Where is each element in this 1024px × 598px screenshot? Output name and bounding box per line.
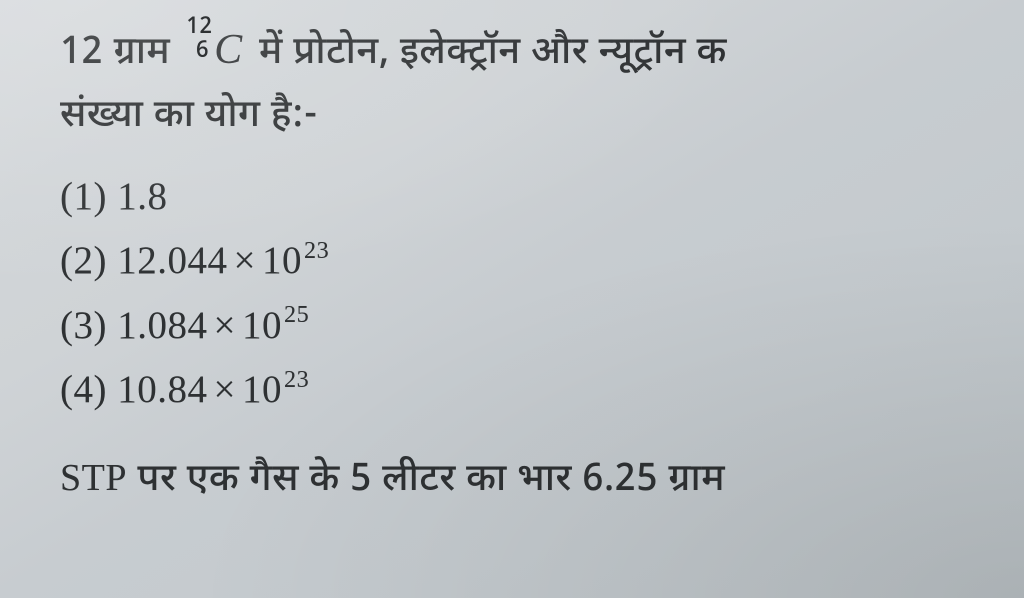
option-label: (1) bbox=[60, 175, 107, 218]
question-unit: ग्राम bbox=[114, 29, 171, 79]
option-base: 10 bbox=[242, 304, 282, 347]
option-base: 10 bbox=[262, 239, 302, 282]
option-exponent: 23 bbox=[304, 237, 329, 264]
question-number: 12 bbox=[60, 29, 103, 79]
options-list: (1) 1.8 (2) 12.044×1023 (3) 1.084×1025 (… bbox=[60, 167, 1004, 421]
footer-rest: पर एक गैस के 5 लीटर का भार 6.25 ग्राम bbox=[127, 456, 725, 506]
option-value: 12.044 bbox=[117, 239, 227, 282]
question-line-2: संख्या का योग है:- bbox=[60, 88, 1004, 147]
isotope-atomic: 6 bbox=[196, 35, 209, 70]
multiply-sign: × bbox=[227, 239, 262, 282]
question-line-1: 12 ग्राम 12 6 C में प्रोटोन, इलेक्ट्रॉन … bbox=[60, 18, 1004, 84]
option-label: (2) bbox=[60, 239, 107, 282]
option-label: (3) bbox=[60, 304, 107, 347]
multiply-sign: × bbox=[207, 368, 242, 411]
option-3: (3) 1.084×1025 bbox=[60, 296, 1004, 356]
option-exponent: 25 bbox=[284, 301, 309, 328]
option-2: (2) 12.044×1023 bbox=[60, 231, 1004, 291]
question-line1-tail: में प्रोटोन, इलेक्ट्रॉन और न्यूट्रॉन क bbox=[259, 29, 727, 79]
option-value: 1.084 bbox=[117, 304, 207, 347]
next-question-fragment: STP पर एक गैस के 5 लीटर का भार 6.25 ग्रा… bbox=[60, 449, 1004, 511]
option-4: (4) 10.84×1023 bbox=[60, 360, 1004, 420]
option-label: (4) bbox=[60, 368, 107, 411]
option-1: (1) 1.8 bbox=[60, 167, 1004, 227]
footer-prefix: STP bbox=[60, 457, 127, 499]
option-base: 10 bbox=[242, 368, 282, 411]
option-value: 1.8 bbox=[117, 175, 167, 218]
isotope-element: C bbox=[214, 27, 242, 73]
option-value: 10.84 bbox=[117, 368, 207, 411]
isotope-prescript: 12 6 bbox=[189, 25, 213, 63]
multiply-sign: × bbox=[207, 304, 242, 347]
option-exponent: 23 bbox=[284, 366, 309, 393]
